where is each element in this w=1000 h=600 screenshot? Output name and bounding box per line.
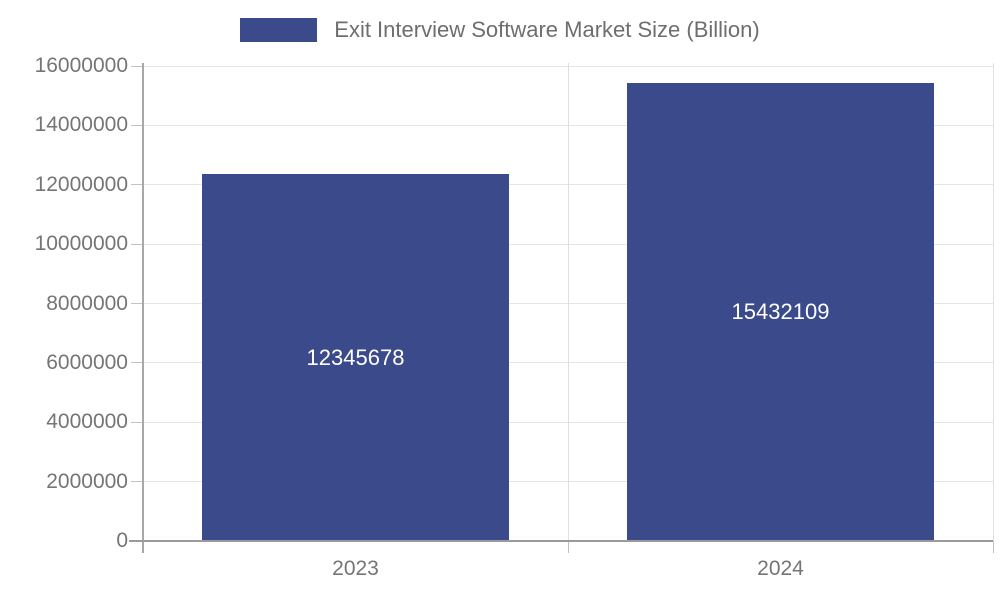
legend[interactable]: Exit Interview Software Market Size (Bil…: [0, 14, 1000, 46]
category-boundary-gridline: [992, 63, 994, 541]
category-boundary-gridline: [567, 63, 569, 541]
y-tick: [131, 124, 143, 126]
y-tick: [131, 481, 143, 483]
y-tick-label: 2000000: [46, 469, 128, 493]
x-tick: [992, 541, 994, 553]
legend-label: Exit Interview Software Market Size (Bil…: [334, 17, 760, 42]
bar: [627, 82, 934, 540]
legend-swatch[interactable]: [240, 18, 318, 42]
bar-value-label: 15432109: [731, 298, 830, 324]
x-tick-label: 2023: [332, 557, 379, 580]
y-tick-label: 0: [116, 529, 128, 552]
y-axis-line: [142, 63, 144, 553]
y-tick-label: 10000000: [34, 232, 128, 256]
x-tick: [567, 541, 569, 553]
bar-value-label: 12345678: [306, 344, 405, 370]
y-tick: [131, 421, 143, 423]
x-axis-line: [129, 540, 993, 542]
y-tick: [131, 303, 143, 304]
y-tick-label: 16000000: [34, 54, 128, 77]
y-tick-label: 6000000: [46, 350, 128, 374]
y-tick-label: 12000000: [34, 172, 128, 196]
y-tick: [131, 243, 143, 245]
y-tick: [131, 362, 143, 364]
y-tick-label: 8000000: [46, 291, 128, 315]
y-tick-label: 14000000: [34, 113, 128, 137]
y-tick-label: 4000000: [46, 410, 128, 434]
bar: [202, 174, 509, 540]
y-tick: [131, 184, 143, 186]
x-tick-label: 2024: [757, 557, 804, 580]
y-tick: [131, 65, 143, 67]
